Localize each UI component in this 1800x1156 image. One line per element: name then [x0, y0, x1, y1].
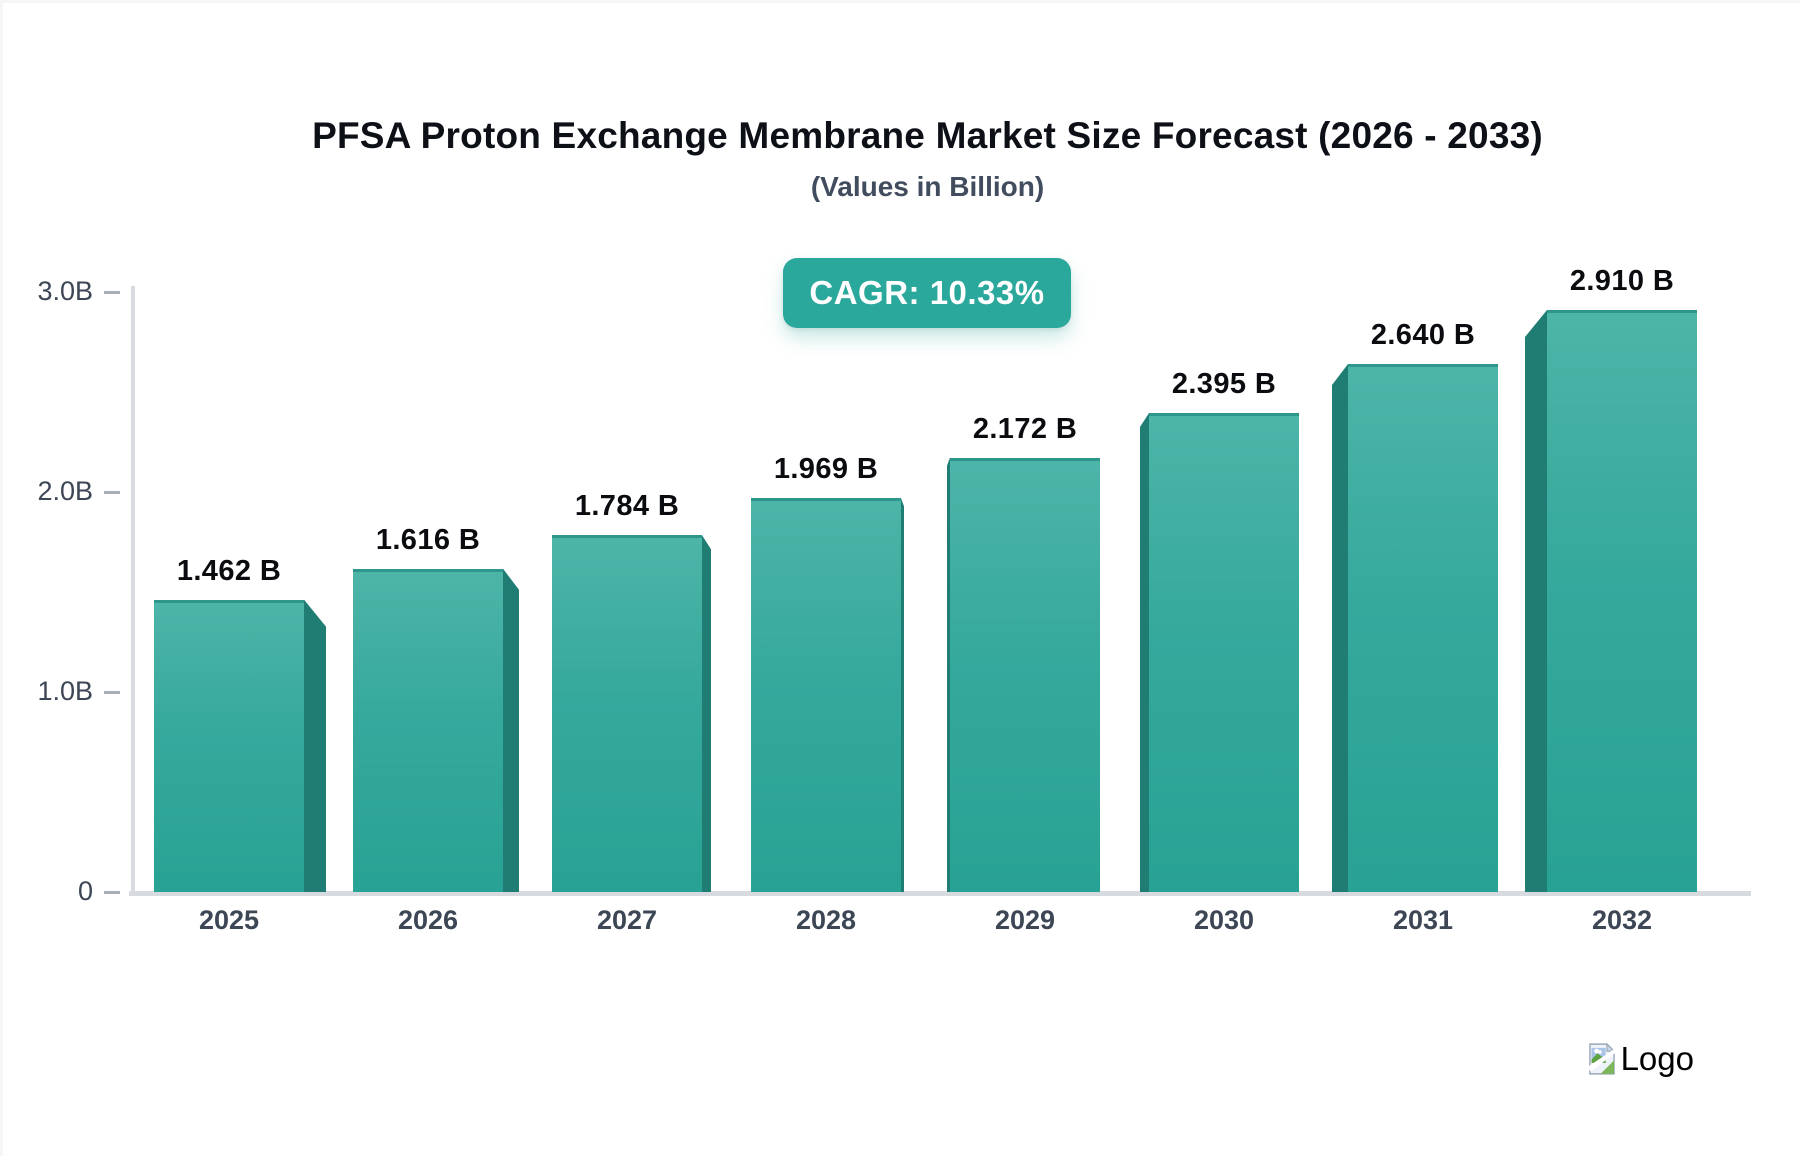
x-axis-label-2030: 2030: [1193, 905, 1255, 935]
y-axis-label: 2.0B: [37, 476, 93, 506]
y-axis-tick: [104, 491, 120, 494]
bar-side-bevel: [702, 535, 711, 892]
x-axis-label-2028: 2028: [795, 905, 857, 935]
bar-side-bevel: [1140, 413, 1149, 892]
bar-2032[interactable]: [1547, 310, 1697, 892]
bar-side-bevel: [304, 599, 326, 892]
x-axis-label-2031: 2031: [1392, 905, 1454, 935]
bar-value-label: 1.784 B: [574, 490, 680, 523]
bar-side-bevel: [503, 568, 519, 892]
bar-2026[interactable]: [353, 568, 503, 892]
x-axis-label-2027: 2027: [596, 905, 658, 935]
bar-side-bevel: [947, 457, 950, 892]
bar-2030[interactable]: [1149, 413, 1299, 892]
y-axis-tick: [104, 291, 120, 294]
bar-value-label: 2.640 B: [1370, 319, 1476, 351]
x-axis-label-2032: 2032: [1591, 905, 1653, 935]
y-axis-label: 0: [77, 876, 93, 906]
y-axis-tick: [104, 691, 120, 694]
x-axis-baseline: [129, 891, 1751, 896]
cagr-badge: CAGR: 10.33%: [783, 258, 1071, 328]
bar-value-label: 2.395 B: [1171, 368, 1277, 400]
bar-value-label: 1.969 B: [773, 453, 879, 486]
x-axis-label-2025: 2025: [198, 905, 260, 935]
bar-2028[interactable]: [751, 498, 901, 892]
y-axis-label: 3.0B: [37, 276, 93, 306]
y-axis-line: [131, 286, 135, 896]
logo: Logo: [1585, 1041, 1694, 1077]
bar-2027[interactable]: [552, 535, 702, 892]
bar-value-label: 1.462 B: [176, 554, 282, 587]
bar-2025[interactable]: [154, 599, 304, 892]
bar-side-bevel: [901, 498, 904, 892]
bar-side-bevel: [1525, 310, 1547, 892]
x-axis-label-2029: 2029: [994, 905, 1056, 935]
chart-subtitle: (Values in Billion): [810, 171, 1045, 202]
y-axis-tick: [104, 891, 120, 894]
y-axis-label: 1.0B: [37, 676, 93, 706]
logo-alt-text: Logo: [1620, 1040, 1694, 1077]
chart-title: PFSA Proton Exchange Membrane Market Siz…: [312, 115, 1543, 156]
bar-2031[interactable]: [1348, 364, 1498, 892]
bar-value-label: 2.910 B: [1569, 265, 1675, 297]
x-axis-label-2026: 2026: [397, 905, 459, 935]
bar-value-label: 2.172 B: [972, 412, 1078, 445]
broken-image-icon: [1587, 1042, 1618, 1075]
cagr-badge-label: CAGR: 10.33%: [809, 274, 1045, 311]
bar-2029[interactable]: [950, 457, 1100, 892]
bar-side-bevel: [1332, 364, 1348, 892]
bar-value-label: 1.616 B: [375, 523, 481, 556]
